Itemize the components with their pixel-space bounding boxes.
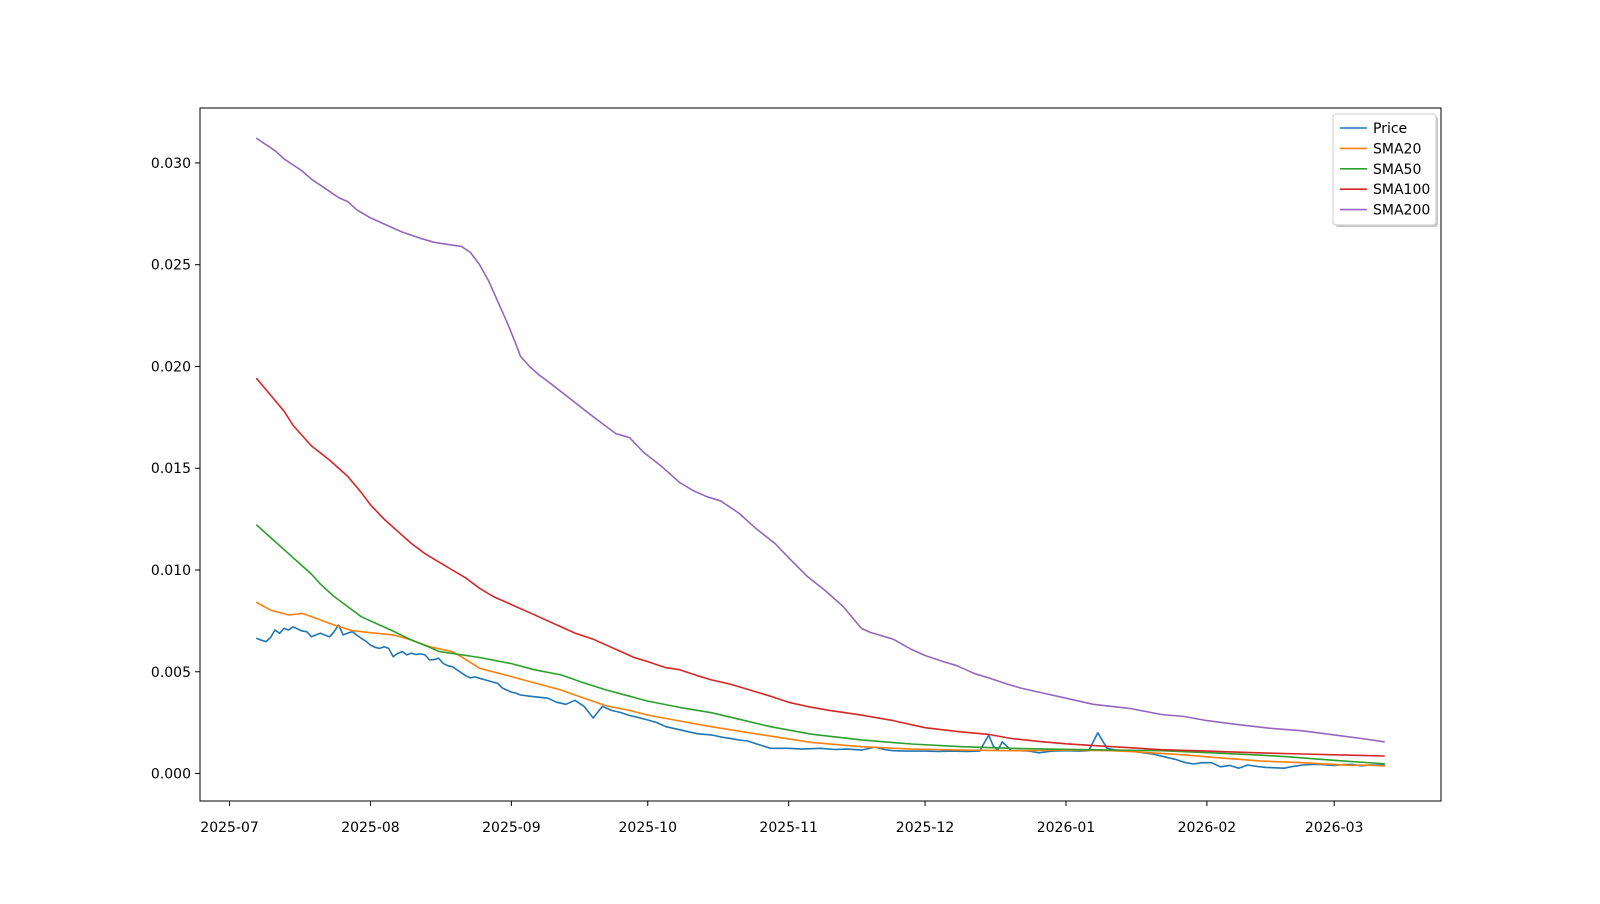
series-line-sma200: [255, 137, 1385, 743]
x-tick-label: 2025-10: [619, 820, 678, 836]
x-tick-label: 2026-03: [1305, 820, 1364, 836]
y-tick-label: 0.005: [151, 665, 191, 681]
legend-label-sma20: SMA20: [1373, 141, 1421, 157]
x-tick-label: 2025-07: [200, 820, 259, 836]
y-tick-label: 0.030: [151, 156, 191, 172]
series-line-price: [255, 624, 1385, 770]
x-tick-label: 2026-02: [1178, 820, 1237, 836]
series-line-sma20: [255, 601, 1385, 767]
x-tick-label: 2026-01: [1037, 820, 1096, 836]
series-line-sma50: [255, 524, 1385, 765]
x-tick-label: 2025-09: [482, 820, 541, 836]
y-tick-label: 0.000: [151, 767, 191, 783]
y-tick-label: 0.020: [151, 359, 191, 375]
plot-border: [199, 107, 1442, 802]
legend-label-sma50: SMA50: [1373, 162, 1421, 178]
y-tick-label: 0.025: [151, 258, 191, 274]
y-tick-label: 0.015: [151, 461, 191, 477]
legend-label-sma200: SMA200: [1373, 203, 1430, 219]
x-tick-label: 2025-11: [759, 820, 818, 836]
legend-label-sma100: SMA100: [1373, 182, 1430, 198]
legend-label-price: Price: [1373, 121, 1407, 137]
y-tick-label: 0.010: [151, 563, 191, 579]
x-tick-label: 2025-12: [896, 820, 955, 836]
legend-box: [1332, 113, 1437, 226]
x-tick-label: 2025-08: [341, 820, 400, 836]
series-line-sma100: [255, 377, 1385, 757]
